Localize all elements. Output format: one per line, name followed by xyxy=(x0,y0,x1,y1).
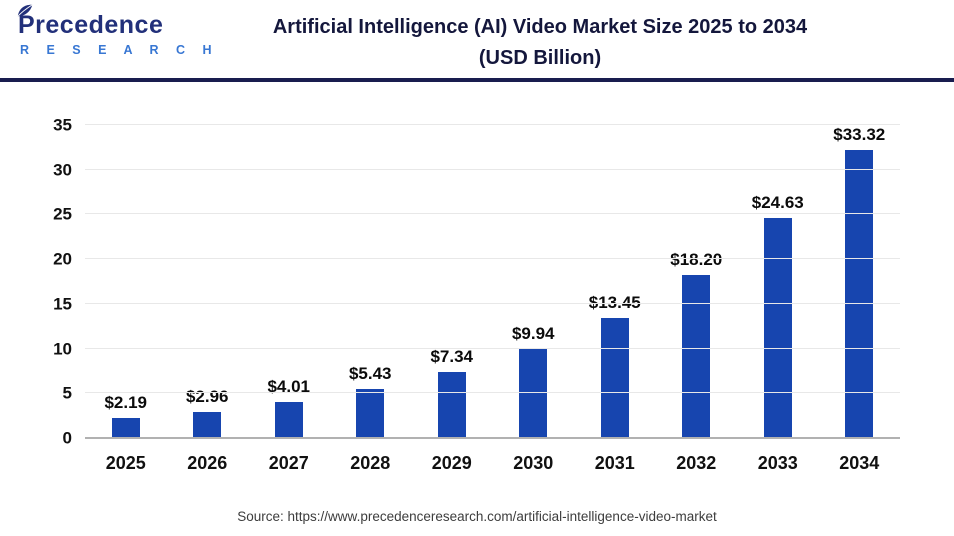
x-tick-label: 2026 xyxy=(187,453,228,473)
x-axis-line xyxy=(85,437,900,439)
x-tick-label: 2025 xyxy=(105,453,146,473)
gridline xyxy=(85,347,900,349)
x-tick-label: 2031 xyxy=(594,453,635,473)
bar-value-label: $33.32 xyxy=(833,125,886,144)
bar xyxy=(763,217,792,438)
bar-slot: $33.32 xyxy=(819,125,901,438)
bar-slot: $4.01 xyxy=(248,125,330,438)
x-tick-label: 2030 xyxy=(513,453,554,473)
bar-value-label: $4.01 xyxy=(267,377,311,397)
bar-value-label: $5.43 xyxy=(348,364,392,384)
y-axis-labels: 0 5 10 15 20 25 30 35 xyxy=(28,117,72,447)
bar xyxy=(193,411,222,438)
x-tick-label: 2029 xyxy=(431,453,472,473)
bar-slot: $18.20 xyxy=(656,125,738,438)
bar-value-label: $18.20 xyxy=(670,250,723,270)
bar-slot: $2.96 xyxy=(167,125,249,438)
x-tick-label: 2032 xyxy=(676,453,717,473)
gridline xyxy=(85,168,900,170)
bar-slot: $24.63 xyxy=(737,125,819,438)
bar xyxy=(600,317,629,438)
bar-slot: $7.34 xyxy=(411,125,493,438)
bar xyxy=(111,418,140,438)
x-tick-label: 2033 xyxy=(757,453,798,473)
y-tick-label: 5 xyxy=(62,383,72,403)
logo-brand-label: Precedence xyxy=(18,11,164,39)
precedence-research-logo: Precedence R E S E A R C H xyxy=(17,4,219,57)
bar-series: $2.19 $2.96 $4.01 $5.43 $7.34 $9.94 $13.45 $18.… xyxy=(85,125,900,438)
plot-area: $2.19 $2.96 $4.01 $5.43 $7.34 $9.94 $13.45 $18.… xyxy=(85,124,900,439)
y-tick-label: 25 xyxy=(53,204,72,224)
leaf-icon xyxy=(17,4,33,17)
bar xyxy=(356,389,385,438)
bar-value-label: $13.45 xyxy=(588,292,641,312)
logo-sub-label: R E S E A R C H xyxy=(20,43,219,57)
bar-value-label: $9.94 xyxy=(511,324,555,344)
bar-value-label: $2.96 xyxy=(185,386,229,406)
bar-slot: $9.94 xyxy=(493,125,575,438)
bar-slot: $13.45 xyxy=(574,125,656,438)
y-tick-label: 20 xyxy=(53,249,72,269)
x-axis-labels: 2025 2026 2027 2028 2029 2030 2031 2032 2033 2034 xyxy=(85,452,900,474)
bar xyxy=(437,372,466,438)
gridline xyxy=(85,124,900,125)
y-tick-label: 30 xyxy=(53,160,72,180)
y-tick-label: 0 xyxy=(62,428,72,448)
logo-brand-text: Precedence xyxy=(17,4,168,40)
bar-value-label: $7.34 xyxy=(430,347,474,367)
bar-slot: $2.19 xyxy=(85,125,167,438)
bar-value-label: $24.63 xyxy=(751,192,804,212)
bar-value-label: $2.19 xyxy=(104,393,148,413)
chart-title-line2: (USD Billion) xyxy=(478,47,602,69)
gridline xyxy=(85,213,900,215)
gridline xyxy=(85,392,900,394)
source-caption: Source: https://www.precedenceresearch.c… xyxy=(237,509,717,524)
bar xyxy=(519,349,548,438)
bar-slot: $5.43 xyxy=(330,125,412,438)
chart-title: Artificial Intelligence (AI) Video Marke… xyxy=(130,12,950,74)
x-tick-label: 2034 xyxy=(839,453,880,473)
y-tick-label: 15 xyxy=(53,294,72,314)
x-tick-label: 2028 xyxy=(350,453,391,473)
gridline xyxy=(85,258,900,260)
bar xyxy=(845,150,874,438)
y-tick-label: 35 xyxy=(53,115,72,135)
chart-title-line1: Artificial Intelligence (AI) Video Marke… xyxy=(272,16,808,38)
bar xyxy=(274,402,303,438)
header: Precedence R E S E A R C H Artificial In… xyxy=(0,0,954,82)
y-tick-label: 10 xyxy=(53,339,72,359)
x-tick-label: 2027 xyxy=(268,453,309,473)
bar xyxy=(682,275,711,438)
gridline xyxy=(85,302,900,304)
